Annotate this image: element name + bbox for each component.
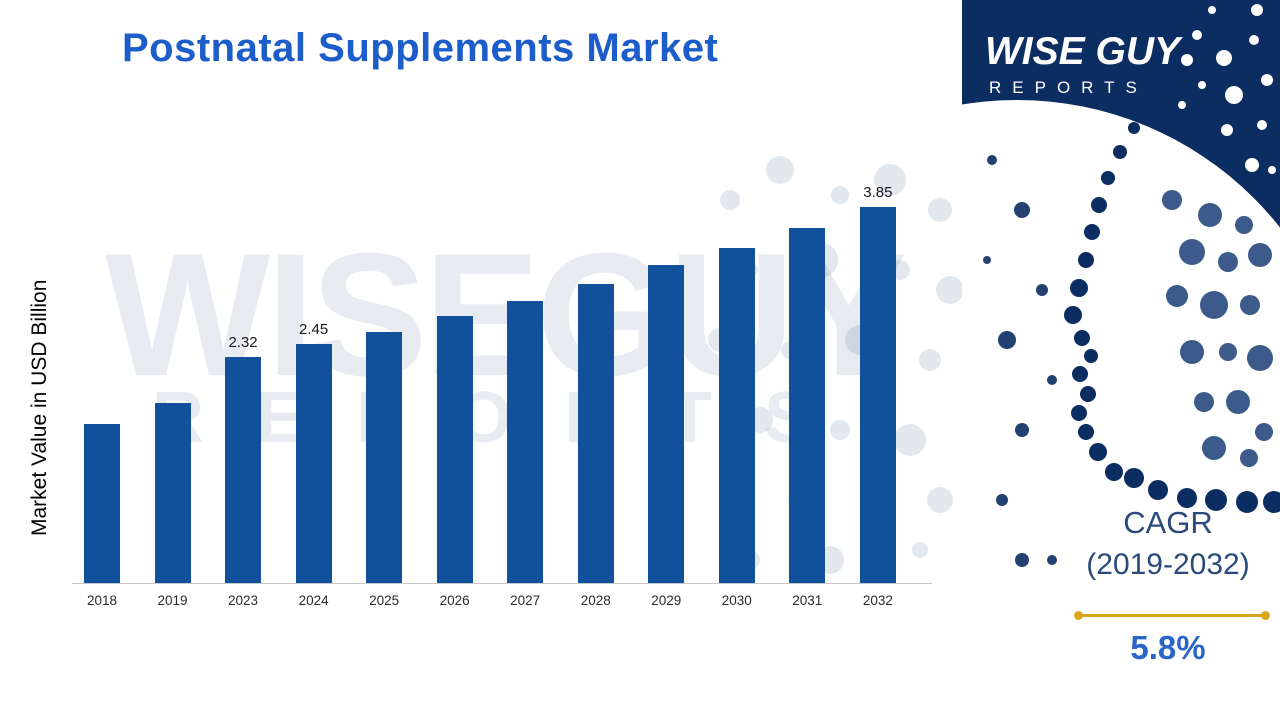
- x-axis-label: 2028: [580, 593, 611, 608]
- stray-dots-graphic: [983, 155, 1057, 567]
- x-axis-label: 2025: [369, 593, 400, 608]
- bar: [436, 316, 473, 583]
- bar: [84, 424, 120, 583]
- bar-column: [362, 309, 406, 583]
- logo-wordmark: WISE GUY: [985, 30, 1181, 73]
- bar: [648, 265, 685, 583]
- bar: [859, 207, 896, 583]
- bar: [507, 301, 544, 583]
- x-axis-line: [72, 583, 932, 584]
- x-axis-label: 2018: [86, 593, 118, 608]
- logo: WISE GUY REPORTS: [985, 30, 1180, 98]
- bar: [225, 357, 262, 583]
- bar-column: [433, 293, 477, 583]
- cagr-divider-line: [1074, 611, 1270, 620]
- bar-chart: 2.32 2.45 3.85: [80, 183, 900, 583]
- bar-column: [574, 261, 618, 583]
- x-axis-label: 2019: [157, 593, 188, 608]
- bar: [154, 403, 191, 583]
- x-axis-label: 2026: [439, 593, 470, 608]
- bar-value-label: 2.32: [228, 334, 258, 351]
- bar-value-label: 2.45: [298, 321, 329, 338]
- face-profile-graphic: [1064, 122, 1280, 513]
- cagr-block: CAGR (2019-2032): [1056, 505, 1280, 582]
- cagr-label: CAGR: [1123, 505, 1213, 540]
- corner-decoration: [962, 0, 1280, 620]
- bar-column: 2.32: [221, 334, 265, 583]
- bar: [577, 284, 614, 583]
- bar-column: 2.45: [292, 321, 336, 583]
- bar-column: [503, 278, 547, 583]
- bar-column: 3.85: [856, 184, 900, 583]
- logo-subtitle: REPORTS: [989, 78, 1148, 97]
- bar: [789, 228, 826, 583]
- x-axis-label: 2031: [792, 593, 823, 608]
- page-title: Postnatal Supplements Market: [122, 26, 719, 70]
- head-dots-graphic: [1162, 190, 1273, 467]
- x-axis-label: 2027: [510, 593, 541, 608]
- bar-column: [715, 225, 759, 583]
- watermark-reports: REPORTS: [152, 382, 864, 454]
- x-axis-label: 2029: [651, 593, 682, 608]
- bar-column: [785, 205, 829, 583]
- y-axis-label: Market Value in USD Billion: [28, 279, 51, 537]
- face-circle-background: [962, 100, 1280, 620]
- bar: [366, 332, 403, 583]
- cagr-value: 5.8%: [1130, 629, 1206, 666]
- x-axis-labels: 2018 2019 2023 2024 2025 2026 2027 2028 2029 2030…: [80, 593, 900, 608]
- bar-column: [644, 242, 688, 583]
- bar-column: [80, 401, 124, 583]
- x-axis-label: 2030: [721, 593, 752, 608]
- x-axis-label: 2023: [228, 593, 259, 608]
- x-axis-label: 2024: [298, 593, 329, 608]
- cagr-range: (2019-2032): [1086, 548, 1250, 581]
- x-axis-label: 2032: [862, 593, 893, 608]
- bar-column: [151, 380, 195, 583]
- bar: [295, 344, 332, 583]
- logo-dots-graphic: [1178, 4, 1276, 174]
- bar-value-label: 3.85: [863, 184, 893, 201]
- bar: [718, 248, 755, 583]
